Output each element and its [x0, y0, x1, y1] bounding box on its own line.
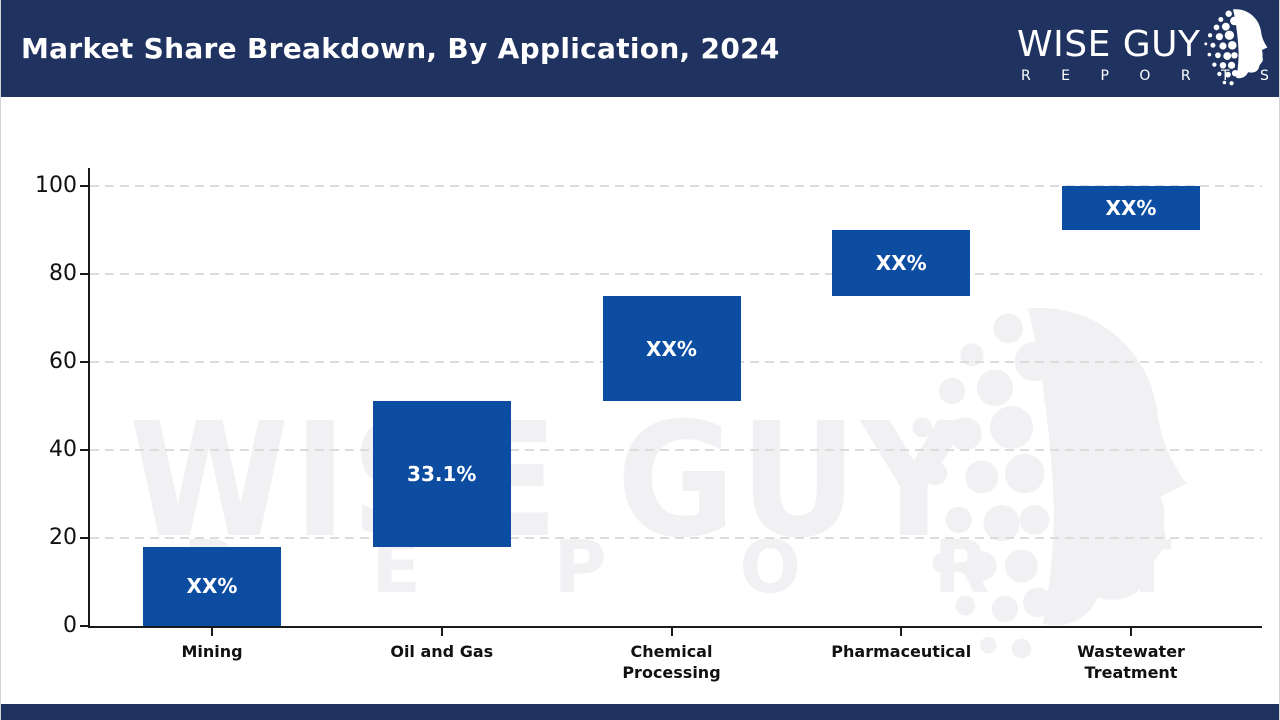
y-tick-label-60: 60: [49, 349, 77, 374]
bar-oil-and-gas: 33.1%: [372, 401, 511, 547]
page-title: Market Share Breakdown, By Application, …: [21, 32, 780, 65]
gridline-80: [90, 273, 1262, 275]
x-label-mining: Mining: [181, 642, 243, 661]
watermark-text: WISE GUY: [129, 389, 971, 573]
bar-value-label: XX%: [186, 574, 238, 599]
x-label-oil-and-gas: Oil and Gas: [390, 642, 494, 661]
chart-area: WISE GUY R E P O R T S 020406080100XX%Mi…: [1, 97, 1279, 704]
y-tick-label-20: 20: [49, 525, 77, 550]
x-label-chemical-processing: Chemical Processing: [622, 642, 721, 682]
x-label-pharmaceutical: Pharmaceutical: [831, 642, 972, 661]
gridline-100: [90, 185, 1262, 187]
y-tick-100: [80, 185, 90, 187]
bar-chemical-processing: XX%: [602, 296, 741, 402]
y-tick-label-100: 100: [35, 173, 77, 198]
y-tick-label-80: 80: [49, 261, 77, 286]
bar-wastewater-treatment: XX%: [1062, 186, 1200, 230]
bar-mining: XX%: [143, 546, 281, 626]
x-tick-wastewater-treatment: [1130, 628, 1132, 636]
x-tick-mining: [211, 628, 213, 636]
x-tick-pharmaceutical: [900, 628, 903, 636]
y-tick-80: [80, 273, 90, 275]
y-tick-40: [80, 449, 90, 451]
y-tick-label-40: 40: [49, 437, 77, 462]
gridline-40: [90, 449, 1262, 451]
x-label-wastewater-treatment: Wastewater Treatment: [1077, 642, 1185, 682]
bar-value-label: XX%: [875, 251, 927, 275]
x-tick-chemical-processing: [670, 628, 673, 636]
header-bar: Market Share Breakdown, By Application, …: [1, 0, 1279, 97]
wise-guy-logo: WISE GUY R E P O R T S: [1017, 6, 1269, 92]
x-tick-oil-and-gas: [440, 628, 443, 636]
x-axis: [88, 626, 1262, 628]
y-tick-60: [80, 361, 90, 363]
y-tick-label-0: 0: [63, 613, 77, 638]
bar-value-label: XX%: [646, 336, 697, 361]
y-tick-0: [80, 625, 90, 627]
footer-bar: [1, 704, 1279, 720]
y-tick-20: [80, 537, 90, 539]
gridline-20: [90, 537, 1262, 539]
bar-value-label: XX%: [1105, 196, 1157, 220]
logo-text: WISE GUY: [1017, 24, 1201, 65]
bar-pharmaceutical: XX%: [832, 230, 971, 296]
logo-subtext: R E P O R T S: [1021, 68, 1280, 84]
y-axis: [88, 168, 90, 628]
bar-value-label: 33.1%: [407, 461, 477, 486]
